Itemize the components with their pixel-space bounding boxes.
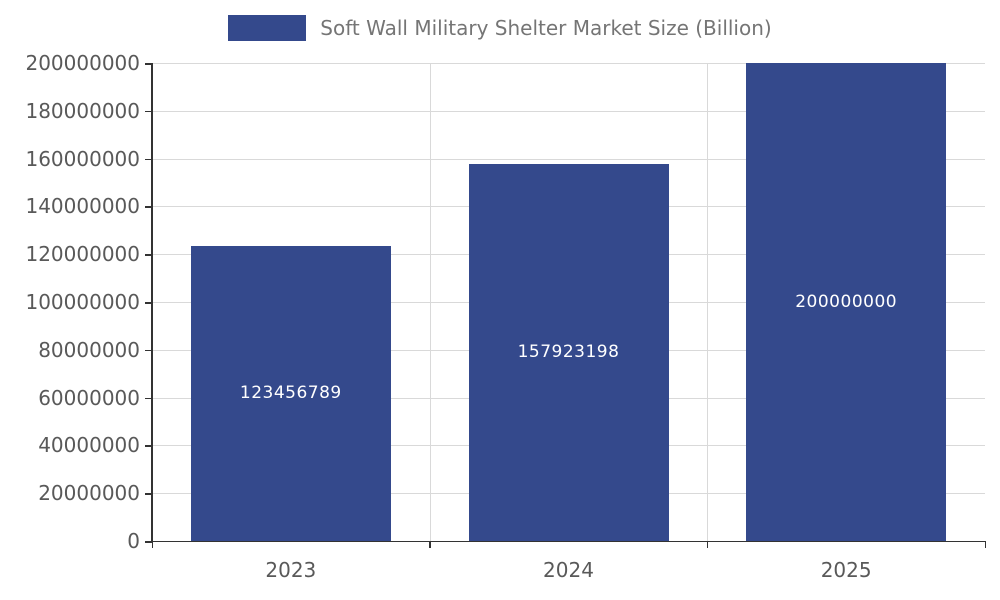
chart-title: Soft Wall Military Shelter Market Size (… <box>320 16 772 40</box>
y-tick-label: 20000000 <box>38 481 140 506</box>
y-gridline <box>152 63 985 64</box>
y-tick-label: 40000000 <box>38 433 140 458</box>
chart-legend: Soft Wall Military Shelter Market Size (… <box>0 15 1000 41</box>
x-axis-line <box>151 540 985 542</box>
bar-value-label: 200000000 <box>795 292 898 312</box>
y-tick-label: 120000000 <box>25 242 140 267</box>
x-tick-mark <box>429 541 431 548</box>
y-tick-mark <box>145 493 152 495</box>
y-tick-label: 160000000 <box>25 146 140 171</box>
y-tick-label: 200000000 <box>25 51 140 75</box>
legend-swatch <box>228 15 307 41</box>
bar-2023: 123456789 <box>190 245 391 541</box>
y-tick-label: 0 <box>127 529 140 553</box>
x-gridline <box>429 63 431 541</box>
x-tick-mark <box>984 541 986 548</box>
y-tick-mark <box>145 110 152 113</box>
plot-area: 123456789 157923198 200000000 <box>151 63 985 542</box>
y-tick-label: 140000000 <box>25 194 140 219</box>
y-tick-mark <box>145 541 152 543</box>
y-tick-mark <box>145 158 152 161</box>
y-tick-mark <box>145 206 152 208</box>
bar-value-label: 157923198 <box>517 342 620 363</box>
y-tick-label: 80000000 <box>38 337 140 362</box>
y-gridline <box>152 158 985 160</box>
x-tick-mark <box>151 541 153 548</box>
y-tick-label: 60000000 <box>38 385 140 410</box>
bar-2024: 157923198 <box>468 163 669 541</box>
x-gridline <box>707 63 709 541</box>
y-axis-line <box>151 63 153 541</box>
bar-value-label: 123456789 <box>239 383 342 404</box>
y-tick-mark <box>145 349 152 352</box>
y-tick-label: 180000000 <box>25 98 140 123</box>
x-tick-mark <box>706 541 709 548</box>
y-tick-mark <box>145 445 152 447</box>
y-tick-mark <box>145 254 152 256</box>
y-tick-mark <box>145 302 152 304</box>
x-tick-label: 2025 <box>820 558 872 582</box>
y-tick-mark <box>145 397 152 400</box>
x-tick-label: 2024 <box>543 558 594 582</box>
y-tick-mark <box>145 63 152 65</box>
y-gridline <box>152 110 985 112</box>
y-tick-label: 100000000 <box>25 290 140 314</box>
x-tick-label: 2023 <box>265 558 317 582</box>
bar-2025: 200000000 <box>746 63 947 541</box>
